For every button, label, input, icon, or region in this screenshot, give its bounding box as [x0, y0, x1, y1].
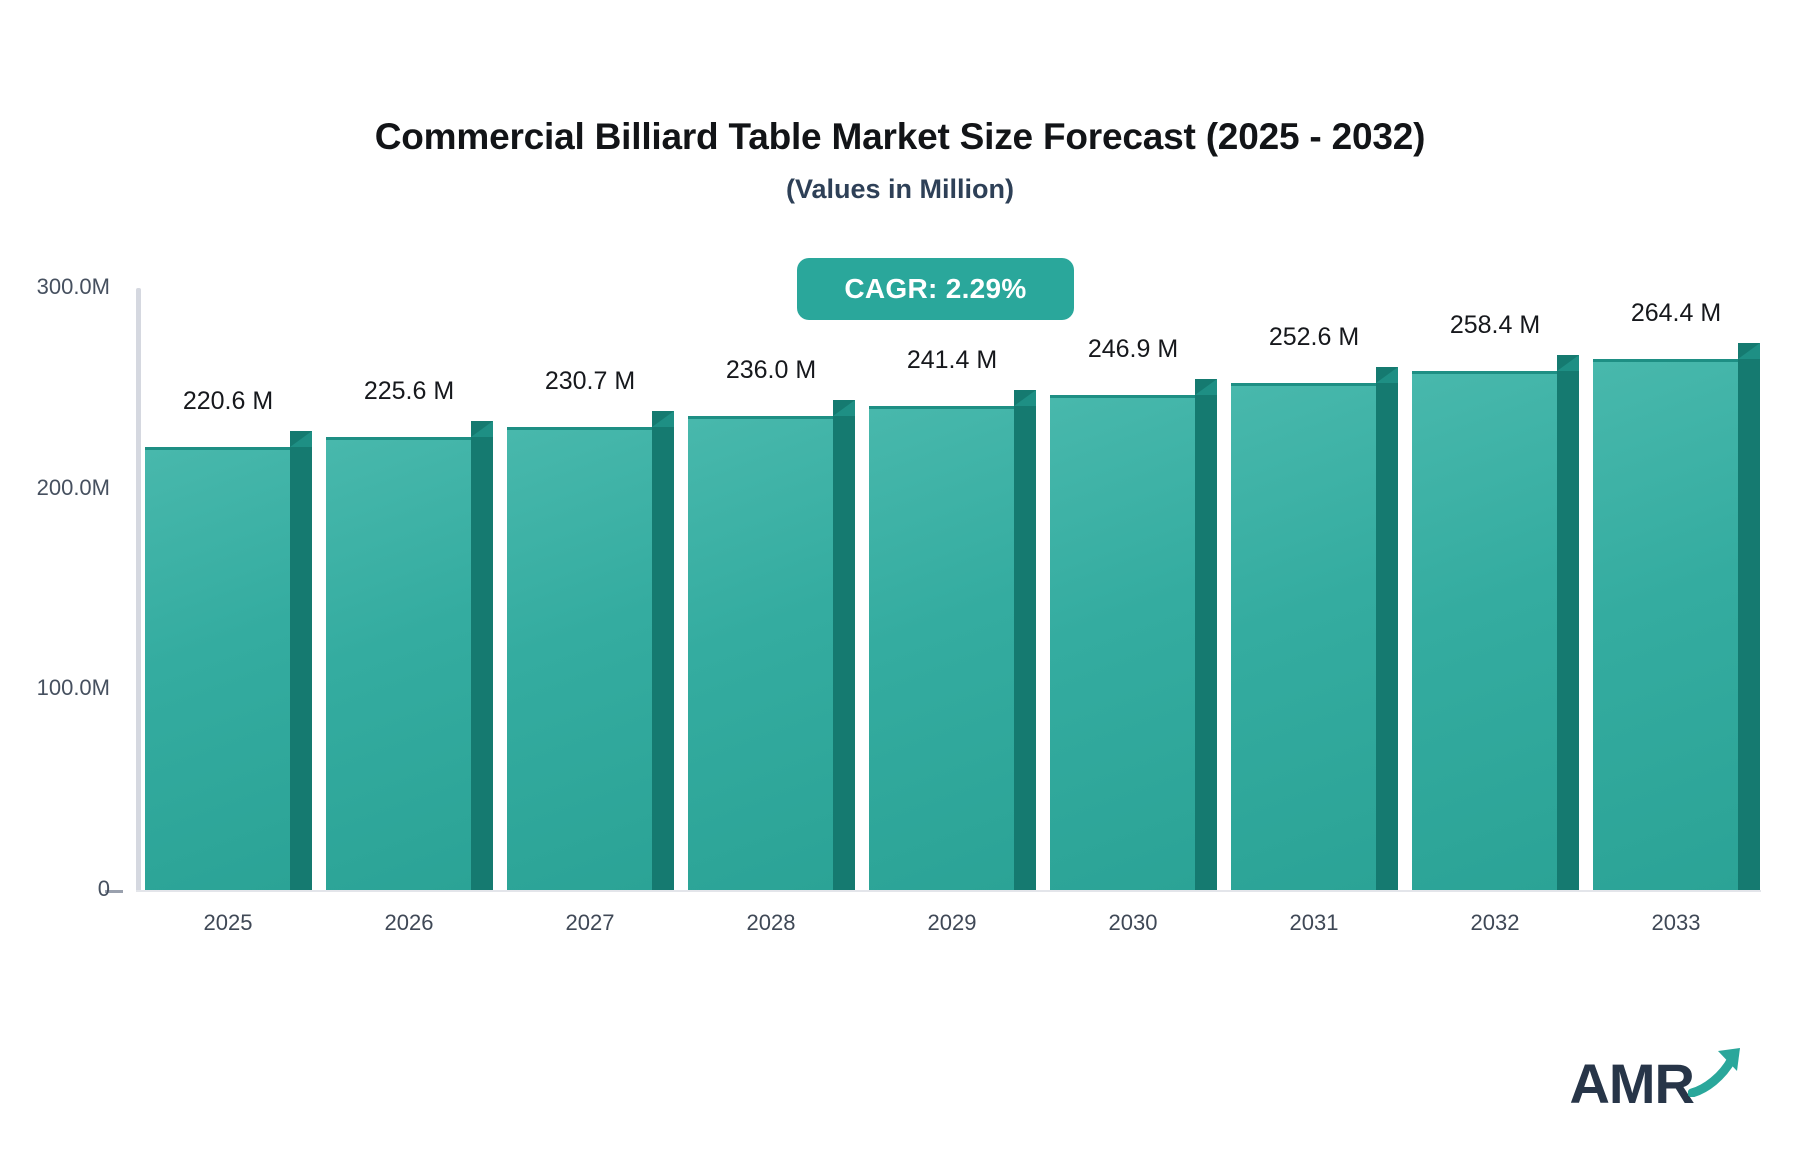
page-title: Commercial Billiard Table Market Size Fo… [374, 116, 1426, 157]
bar-side-face [1013, 389, 1036, 890]
x-axis-tick-label: 2032 [1470, 910, 1520, 935]
bar-side-face [470, 421, 493, 890]
y-axis-tick-label: 100.0M [36, 675, 110, 701]
cagr-badge: CAGR: 2.29% [797, 258, 1074, 320]
bar-value-label: 241.4 M [906, 345, 998, 374]
chart-subtitle: (Values in Million) [785, 174, 1015, 204]
bar-value-label: 252.6 M [1268, 323, 1360, 352]
y-axis-zero-tick [105, 890, 123, 893]
bar-side-face [1375, 367, 1398, 890]
bar-value-label: 264.4 M [1630, 299, 1722, 328]
bar-top-face [651, 411, 674, 428]
bar-side-face [832, 400, 855, 890]
growth-arrow-icon [1687, 1045, 1748, 1102]
bar-value-label: 225.6 M [363, 377, 455, 406]
bar [868, 389, 1036, 890]
amr-logo: AMR [1569, 1045, 1748, 1112]
cagr-badge-label: CAGR: 2.29% [844, 273, 1027, 304]
bar-front-face [506, 427, 652, 890]
bar [1230, 367, 1398, 890]
bar-value-label: 236.0 M [725, 356, 817, 385]
bar-top-face [1375, 367, 1398, 384]
bar-front-face [144, 447, 290, 890]
bar-front-face [1592, 359, 1738, 890]
x-axis-tick-label: 2027 [565, 910, 615, 935]
bar-side-face [651, 411, 674, 890]
bar-value-label: 230.7 M [544, 367, 636, 396]
bar-top-face [289, 431, 312, 448]
bar-value-label: 258.4 M [1449, 311, 1541, 340]
bar-top-face [470, 421, 493, 438]
bar [1411, 355, 1579, 890]
bar-top-face [1194, 378, 1217, 395]
x-axis-tick-label: 2025 [203, 910, 253, 935]
bar [325, 421, 493, 890]
y-axis-tick-label: 200.0M [36, 474, 110, 500]
x-axis-tick-label: 2029 [927, 910, 977, 935]
bar-top-face [832, 400, 855, 417]
bar-front-face [1411, 371, 1557, 890]
bar-side-face [1556, 355, 1579, 890]
bar [1592, 343, 1760, 890]
bar-value-label: 246.9 M [1087, 334, 1179, 363]
bar-front-face [1049, 394, 1195, 890]
x-axis-tick-label: 2030 [1108, 910, 1158, 935]
x-axis-tick-label: 2028 [746, 910, 796, 935]
bar-side-face [1194, 378, 1217, 890]
y-axis-tick-label: 300.0M [36, 274, 110, 299]
amr-logo-text: AMR [1569, 1052, 1695, 1115]
bar [687, 400, 855, 890]
bar [144, 431, 312, 890]
x-axis-tick-label: 2026 [384, 910, 434, 935]
y-axis-tick-label: 0 [97, 876, 110, 901]
bar-front-face [325, 437, 471, 890]
bar-front-face [1230, 383, 1376, 890]
bar-top-face [1737, 343, 1760, 360]
bar-value-label: 220.6 M [182, 387, 274, 416]
x-axis-tick-label: 2031 [1289, 910, 1339, 935]
y-axis-line [136, 288, 141, 892]
bar [1049, 378, 1217, 890]
x-axis-tick-label: 2033 [1651, 910, 1701, 935]
plot-area: 220.6 M 225.6 M 230.7 M 236.0 M 241.4 M 246.9… [136, 288, 1760, 896]
bar-top-face [1013, 389, 1036, 406]
bar-front-face [868, 405, 1014, 890]
bar-side-face [289, 431, 312, 890]
x-axis-baseline [136, 890, 1761, 892]
bar-front-face [687, 416, 833, 890]
bar [506, 411, 674, 890]
bar-top-face [1556, 355, 1579, 372]
bar-side-face [1737, 343, 1760, 890]
